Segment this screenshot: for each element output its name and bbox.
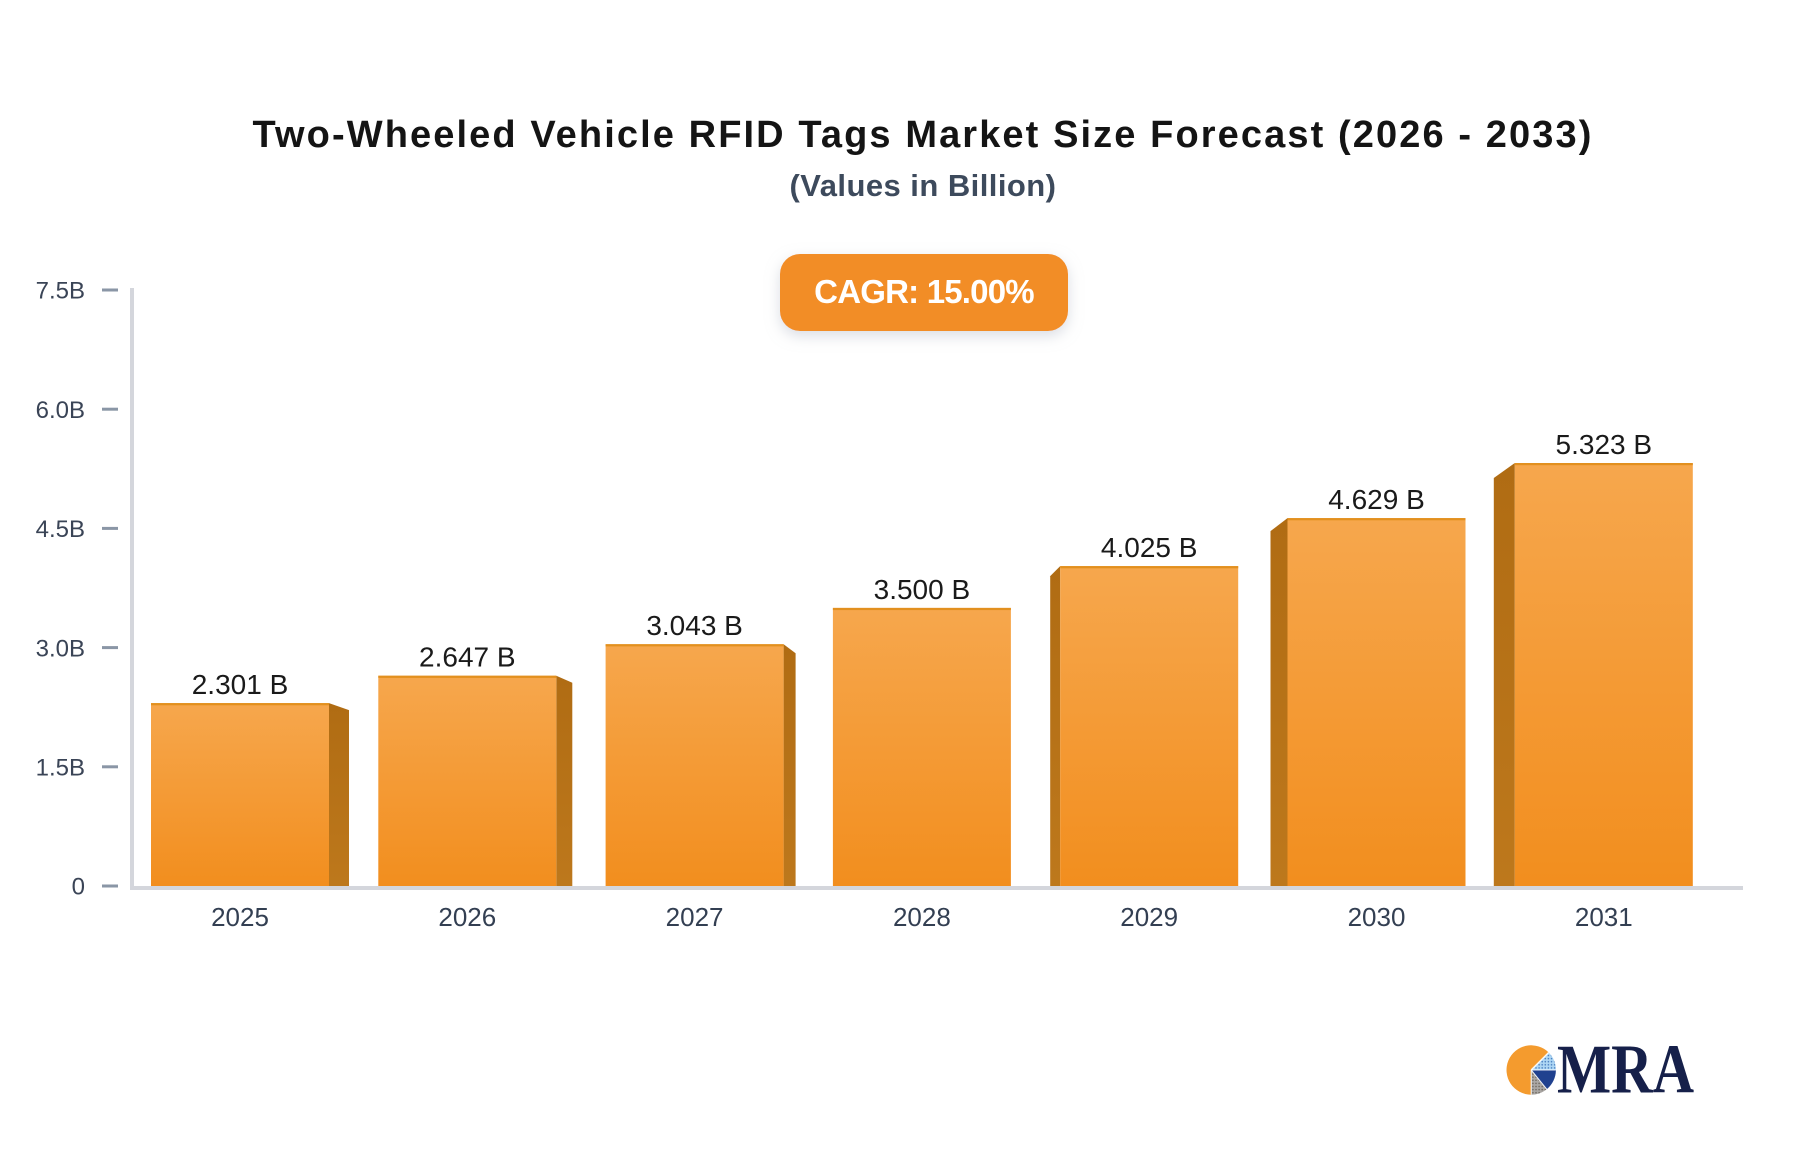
svg-text:5.323 B: 5.323 B — [1556, 429, 1653, 460]
svg-text:4.629 B: 4.629 B — [1328, 484, 1425, 515]
svg-text:(Values in Billion): (Values in Billion) — [790, 168, 1057, 203]
svg-text:4.5B: 4.5B — [36, 516, 85, 543]
svg-text:2025: 2025 — [211, 902, 269, 932]
svg-text:MRA: MRA — [1557, 1030, 1694, 1108]
svg-text:CAGR: 15.00%: CAGR: 15.00% — [814, 273, 1034, 310]
svg-text:2026: 2026 — [438, 902, 496, 932]
svg-text:2029: 2029 — [1120, 902, 1178, 932]
svg-text:2030: 2030 — [1348, 902, 1406, 932]
svg-text:3.043 B: 3.043 B — [646, 610, 743, 641]
svg-text:7.5B: 7.5B — [36, 278, 85, 305]
svg-text:3.500 B: 3.500 B — [874, 574, 971, 605]
svg-text:2027: 2027 — [666, 902, 724, 932]
svg-text:2031: 2031 — [1575, 902, 1633, 932]
svg-text:4.025 B: 4.025 B — [1101, 532, 1198, 563]
svg-text:Two-Wheeled Vehicle RFID Tags: Two-Wheeled Vehicle RFID Tags Market Siz… — [253, 114, 1594, 156]
svg-text:0: 0 — [72, 874, 85, 901]
svg-text:6.0B: 6.0B — [36, 397, 85, 424]
svg-text:2.647 B: 2.647 B — [419, 642, 516, 673]
svg-text:1.5B: 1.5B — [36, 755, 85, 782]
svg-text:2028: 2028 — [893, 902, 951, 932]
svg-text:3.0B: 3.0B — [36, 635, 85, 662]
svg-text:2.301 B: 2.301 B — [192, 669, 289, 700]
